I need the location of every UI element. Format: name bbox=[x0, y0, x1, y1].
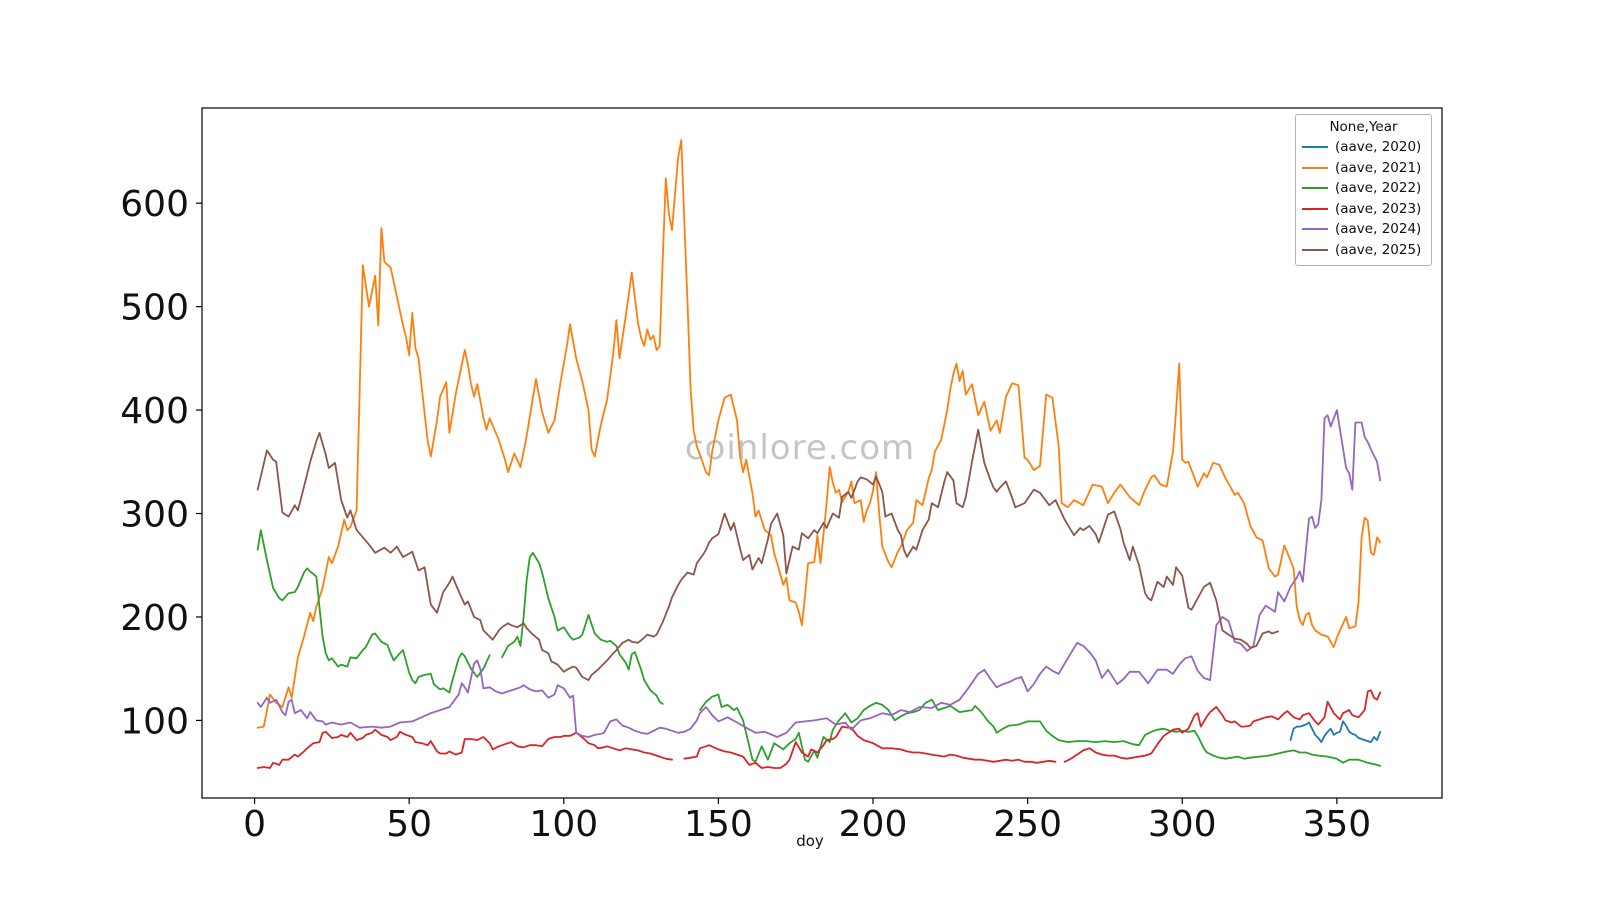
x-tick-label: 200 bbox=[839, 804, 908, 845]
legend-line-swatch-2024 bbox=[1302, 228, 1328, 231]
x-tick-label: 250 bbox=[993, 804, 1062, 845]
legend-line-swatch-2023 bbox=[1302, 207, 1328, 210]
legend: None,Year (aave, 2020) (aave, 2021) (aave,… bbox=[1295, 114, 1432, 266]
series-line-aave-2020 bbox=[1289, 720, 1382, 743]
y-tick-label: 200 bbox=[120, 598, 189, 639]
x-tick-label: 300 bbox=[1148, 804, 1217, 845]
legend-entry-aave-2024: (aave, 2024) bbox=[1302, 219, 1425, 240]
legend-label-2021: (aave, 2021) bbox=[1335, 159, 1422, 176]
watermark-text: coinlore.com bbox=[685, 428, 915, 468]
y-tick-label: 500 bbox=[120, 288, 189, 329]
x-tick-label: 350 bbox=[1303, 804, 1372, 845]
legend-label-2024: (aave, 2024) bbox=[1335, 221, 1422, 238]
series-line-aave-2022-seg3 bbox=[699, 693, 1382, 767]
legend-line-swatch-2020 bbox=[1302, 146, 1328, 149]
legend-label-2025: (aave, 2025) bbox=[1335, 241, 1422, 258]
legend-line-swatch-2025 bbox=[1302, 248, 1328, 251]
legend-entry-aave-2020: (aave, 2020) bbox=[1302, 137, 1425, 158]
series-line-aave-2023-seg3 bbox=[1063, 689, 1382, 763]
series-line-aave-2023-seg2 bbox=[683, 725, 1057, 769]
series-line-aave-2024 bbox=[256, 409, 1382, 738]
plot-frame bbox=[201, 107, 1443, 799]
legend-line-swatch-2021 bbox=[1302, 166, 1328, 169]
legend-entry-aave-2025: (aave, 2025) bbox=[1302, 240, 1425, 261]
y-tick-label: 300 bbox=[120, 495, 189, 536]
series-line-aave-2021 bbox=[256, 139, 1382, 729]
legend-label-2020: (aave, 2020) bbox=[1335, 139, 1422, 156]
y-tick-label: 600 bbox=[120, 184, 189, 225]
legend-label-2022: (aave, 2022) bbox=[1335, 180, 1422, 197]
series-line-aave-2022-seg1 bbox=[256, 529, 491, 694]
x-tick-label: 150 bbox=[684, 804, 753, 845]
legend-entry-aave-2021: (aave, 2021) bbox=[1302, 158, 1425, 179]
x-axis-label: doy bbox=[796, 832, 824, 850]
series-layer bbox=[256, 139, 1382, 769]
series-line-aave-2025 bbox=[256, 428, 1279, 681]
y-tick-label: 400 bbox=[120, 391, 189, 432]
legend-entry-aave-2023: (aave, 2023) bbox=[1302, 199, 1425, 220]
series-line-aave-2022-seg2 bbox=[501, 551, 664, 705]
x-tick-label: 50 bbox=[386, 804, 432, 845]
legend-entry-aave-2022: (aave, 2022) bbox=[1302, 178, 1425, 199]
legend-entries: (aave, 2020) (aave, 2021) (aave, 2022) (aav… bbox=[1302, 137, 1425, 260]
x-tick-label: 100 bbox=[529, 804, 598, 845]
legend-line-swatch-2022 bbox=[1302, 187, 1328, 190]
series-line-aave-2023-seg1 bbox=[256, 728, 673, 769]
legend-label-2023: (aave, 2023) bbox=[1335, 200, 1422, 217]
axes-layer: 0 50 100 150 200 250 300 350 100 200 300 400 500 600 bbox=[120, 107, 1443, 845]
y-tick-label: 100 bbox=[120, 701, 189, 742]
legend-title: None,Year bbox=[1329, 119, 1398, 135]
x-tick-label: 0 bbox=[243, 804, 266, 845]
